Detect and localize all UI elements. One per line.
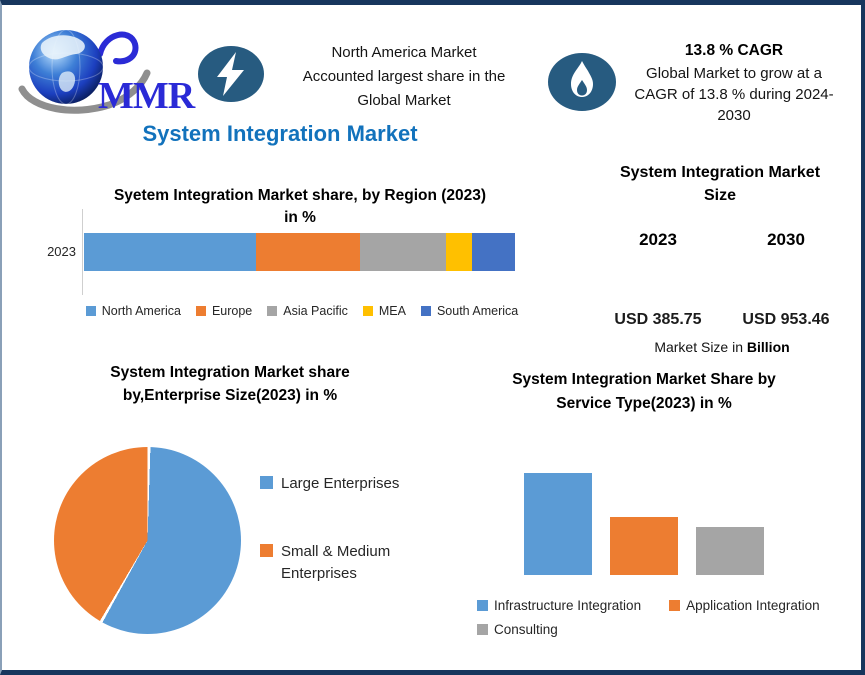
legend-label: Small & Medium Enterprises	[281, 543, 391, 582]
lightning-icon	[198, 46, 264, 102]
legend-label: Infrastructure Integration	[494, 598, 642, 613]
logo-swoosh	[18, 69, 151, 114]
service-chart-title: System Integration Market Share by Servi…	[512, 371, 776, 412]
highlight-line: Global Market	[357, 92, 451, 109]
legend-label: MEA	[378, 304, 406, 318]
highlight-line: North America Market	[331, 44, 477, 61]
logo-landmass-south	[58, 71, 76, 92]
legend-item: South America	[420, 304, 519, 318]
region-bar-segment	[84, 233, 257, 271]
region-chart-title: Syetem Integration Market share, by Regi…	[113, 187, 487, 226]
cagr-line: 2030	[717, 107, 751, 124]
service-legend: Infrastructure Integration Application In…	[477, 598, 859, 637]
mmr-logo: MMR	[18, 29, 197, 117]
cagr-callout: 13.8 % CAGR Global Market to grow at a C…	[614, 40, 854, 126]
logo-curl	[97, 31, 139, 65]
legend-label: Asia Pacific	[283, 304, 348, 318]
legend-swatch-icon	[260, 476, 273, 489]
highlight-line: Accounted largest share in the	[302, 68, 506, 85]
legend-label: Large Enterprises	[281, 475, 400, 492]
logo-landmass-north	[40, 35, 85, 60]
legend-swatch-icon	[195, 306, 206, 316]
region-bar-segment	[256, 233, 360, 271]
market-size-caption: Market Size in Billion	[654, 339, 790, 355]
service-bar	[524, 473, 592, 575]
pie-legend: Large Enterprises Small & Medium Enterpri…	[260, 473, 420, 585]
value-2023: USD 385.75	[614, 311, 702, 328]
flame-icon	[548, 53, 616, 111]
legend-item: Europe	[195, 304, 253, 318]
enterprise-chart-title: System Integration Market share by,Enter…	[110, 364, 350, 404]
page-title: System Integration Market	[142, 121, 418, 146]
value-2030: USD 953.46	[742, 311, 830, 328]
region-legend: North America Europe Asia Pacific MEA South …	[72, 304, 532, 318]
legend-item: Consulting	[477, 622, 558, 637]
legend-swatch-icon	[85, 306, 96, 316]
year-2023: 2023	[639, 230, 677, 249]
legend-item: Application Integration	[669, 598, 820, 613]
legend-label: Consulting	[494, 622, 558, 637]
market-size-years: 2023 2030	[594, 230, 850, 250]
region-bar	[84, 233, 515, 271]
legend-item: Asia Pacific	[267, 304, 348, 318]
service-bar	[610, 517, 678, 575]
legend-swatch-icon	[362, 306, 373, 316]
region-bar-segment	[446, 233, 472, 271]
legend-item: North America	[85, 304, 181, 318]
market-size-values: USD 385.75 USD 953.46	[594, 311, 850, 329]
legend-label: South America	[436, 304, 519, 318]
legend-swatch-icon	[477, 600, 488, 611]
region-category-label: 2023	[47, 244, 76, 259]
region-bar-segment	[471, 233, 515, 271]
legend-item: Large Enterprises	[260, 473, 420, 495]
legend-swatch-icon	[477, 624, 488, 635]
legend-item: MEA	[362, 304, 406, 318]
service-bar	[696, 527, 764, 575]
service-bars	[482, 450, 822, 575]
legend-label: North America	[101, 304, 181, 318]
cagr-line: CAGR of 13.8 % during 2024-	[634, 86, 834, 103]
legend-label: Application Integration	[686, 598, 820, 613]
highlight-text: North America Market Accounted largest s…	[278, 41, 530, 113]
legend-label: Europe	[211, 304, 253, 318]
region-chart-axis	[82, 209, 83, 295]
region-bar-segment	[359, 233, 447, 271]
legend-swatch-icon	[260, 544, 273, 557]
market-size-title: System Integration Market Size	[619, 164, 821, 204]
legend-item: Infrastructure Integration	[477, 598, 641, 613]
legend-item: Small & Medium Enterprises	[260, 541, 420, 585]
year-2030: 2030	[767, 230, 805, 249]
cagr-title: 13.8 % CAGR	[684, 42, 784, 59]
legend-swatch-icon	[669, 600, 681, 611]
legend-swatch-icon	[420, 306, 431, 316]
legend-swatch-icon	[267, 306, 278, 316]
logo-text: MMR	[98, 75, 196, 117]
enterprise-pie	[54, 447, 241, 634]
cagr-line: Global Market to grow at a	[646, 65, 822, 82]
